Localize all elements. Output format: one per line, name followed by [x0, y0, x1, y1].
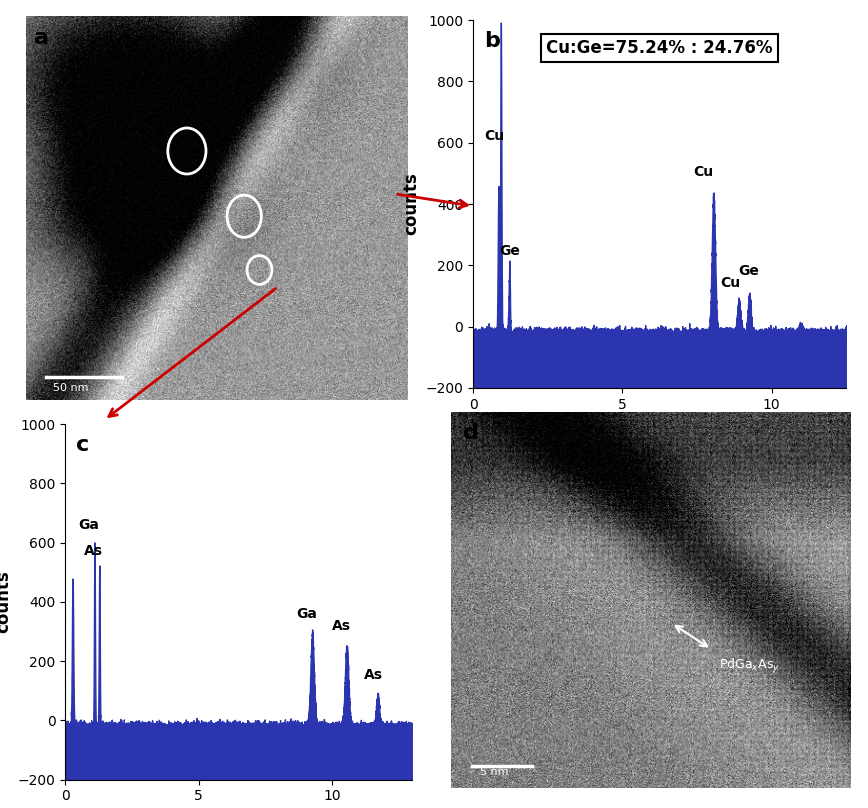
Text: Ge: Ge — [738, 264, 759, 278]
Text: Ga: Ga — [78, 519, 99, 532]
Text: Cu: Cu — [694, 166, 713, 179]
Y-axis label: counts: counts — [402, 173, 420, 235]
Text: a: a — [34, 27, 49, 48]
Text: Ge: Ge — [499, 243, 520, 258]
Y-axis label: counts: counts — [0, 570, 12, 633]
Text: As: As — [364, 668, 383, 682]
Text: 5 nm: 5 nm — [480, 767, 509, 777]
Text: d: d — [464, 423, 479, 444]
Text: Ga: Ga — [296, 608, 317, 621]
Text: Cu: Cu — [484, 128, 504, 143]
X-axis label: keV: keV — [642, 417, 677, 436]
Text: b: b — [484, 32, 500, 51]
Text: As: As — [332, 619, 351, 633]
Text: PdGa$_x$As$_y$: PdGa$_x$As$_y$ — [720, 657, 780, 675]
Text: As: As — [84, 544, 103, 558]
Text: 50 nm: 50 nm — [53, 383, 89, 393]
Text: Cu: Cu — [720, 276, 740, 290]
Text: Cu:Ge=75.24% : 24.76%: Cu:Ge=75.24% : 24.76% — [547, 39, 773, 57]
Text: c: c — [76, 435, 89, 455]
